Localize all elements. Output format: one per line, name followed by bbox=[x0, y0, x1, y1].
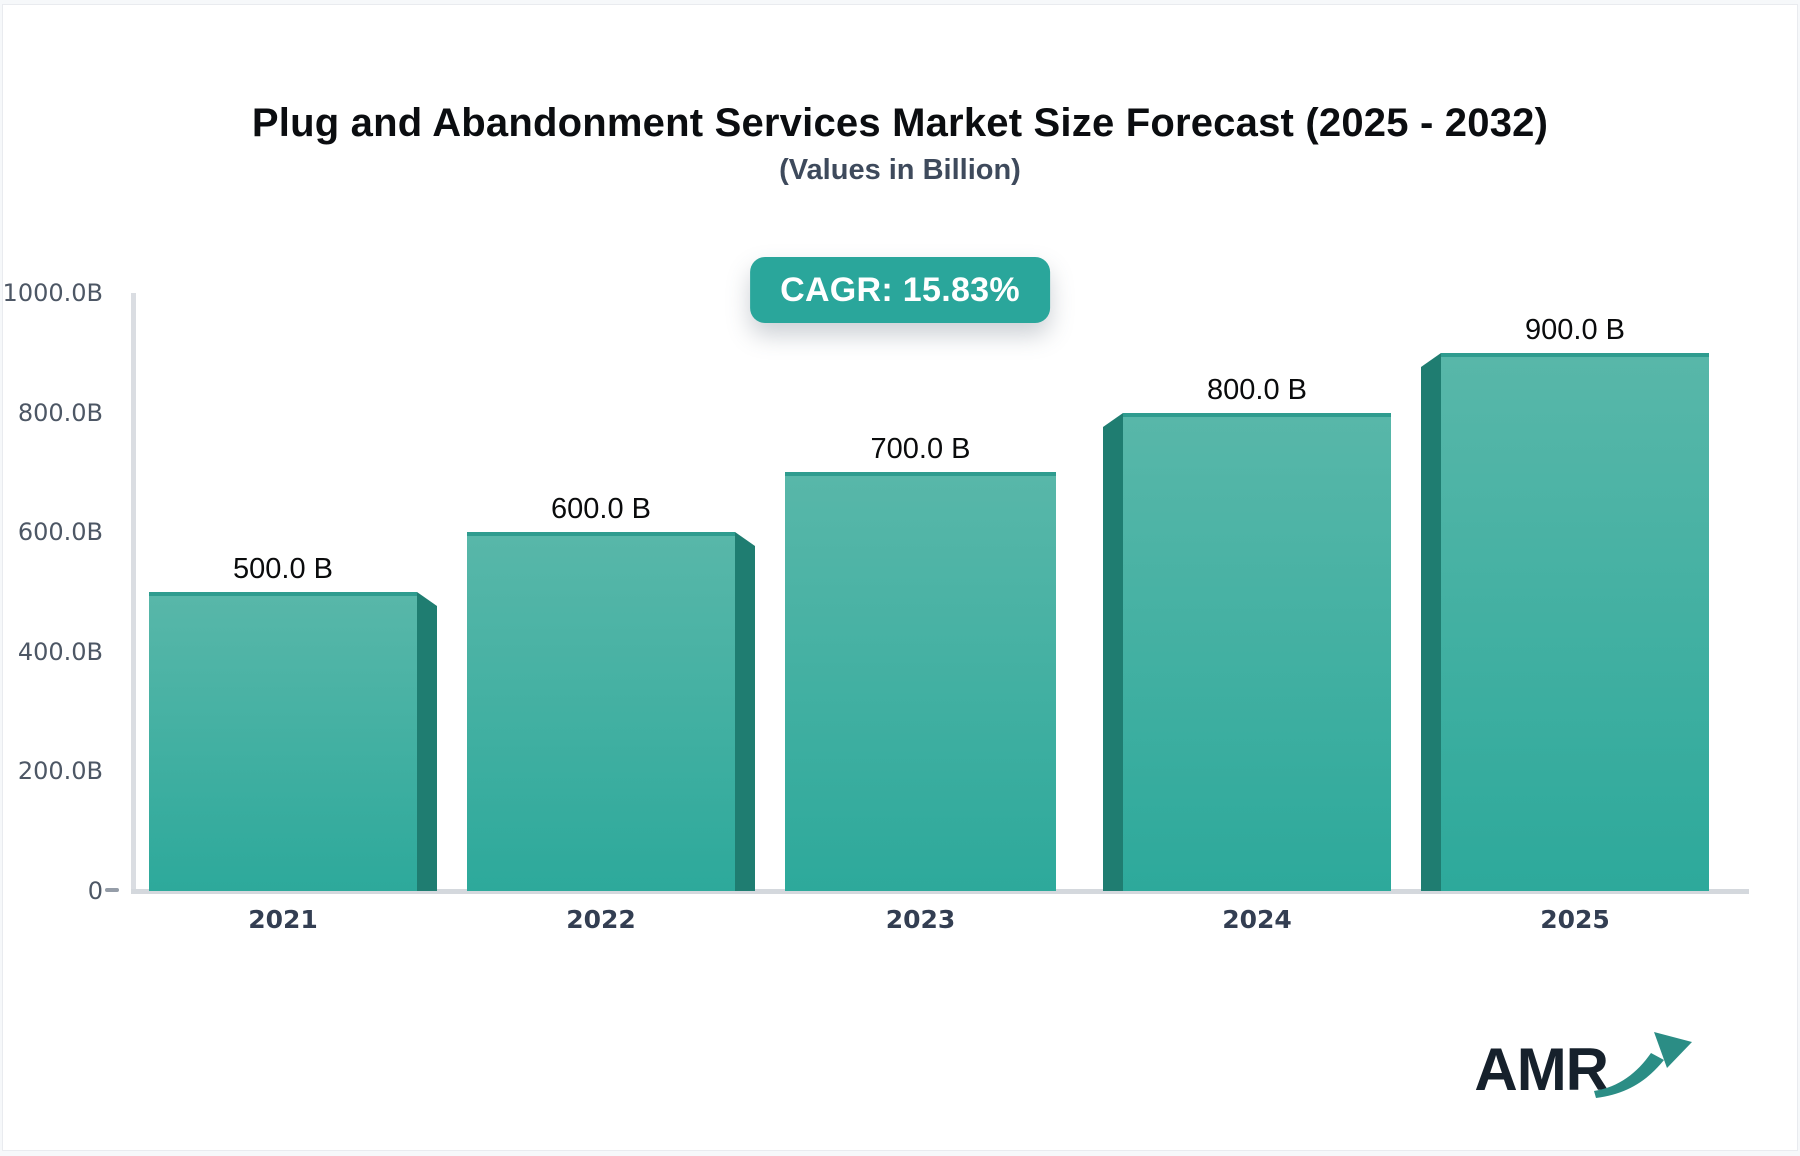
y-axis-tick-label: 600.0B bbox=[17, 518, 103, 547]
plot-area: 0 200.0B 400.0B 600.0B 800.0B 1000.0B 500.0 B… bbox=[3, 279, 1749, 934]
bar-slot-2024: 800.0 B bbox=[1103, 293, 1391, 891]
x-axis-label-2024: 2024 bbox=[1222, 905, 1292, 934]
bar-side-face-2022 bbox=[735, 532, 755, 891]
bar-2021[interactable] bbox=[149, 592, 417, 891]
y-axis-tick-label: 200.0B bbox=[17, 757, 103, 786]
bar-slot-2021: 500.0 B bbox=[149, 293, 437, 891]
bar-2024[interactable] bbox=[1123, 413, 1391, 891]
chart-title: Plug and Abandonment Services Market Siz… bbox=[251, 101, 1549, 145]
x-axis-line bbox=[131, 889, 1749, 894]
y-axis-tick-label: 0 bbox=[87, 877, 103, 905]
chart-subtitle: (Values in Billion) bbox=[779, 154, 1021, 186]
bar-2023[interactable] bbox=[785, 472, 1056, 891]
amr-logo: AMR bbox=[1474, 1020, 1694, 1100]
y-axis-tick-dash bbox=[105, 888, 119, 892]
x-axis-label-2021: 2021 bbox=[248, 905, 318, 934]
bar-slot-2025: 900.0 B bbox=[1421, 293, 1709, 891]
x-axis-label-2022: 2022 bbox=[566, 905, 636, 934]
bar-side-face-2021 bbox=[417, 592, 437, 891]
cagr-badge: CAGR: 15.83% bbox=[750, 257, 1050, 323]
bar-side-face-2024 bbox=[1103, 413, 1123, 891]
chart-card: Plug and Abandonment Services Market Siz… bbox=[2, 4, 1798, 1151]
y-axis-tick-label: 800.0B bbox=[17, 398, 103, 427]
bar-slot-2023: 700.0 B bbox=[785, 293, 1073, 891]
x-axis-label-2023: 2023 bbox=[885, 905, 956, 934]
bar-value-label: 700.0 B bbox=[870, 433, 971, 465]
bar-2022[interactable] bbox=[467, 532, 735, 891]
amr-logo-text: AMR bbox=[1474, 1036, 1609, 1103]
bar-2025[interactable] bbox=[1441, 353, 1709, 891]
x-axis-label-2025: 2025 bbox=[1540, 905, 1610, 934]
bar-value-label: 600.0 B bbox=[551, 493, 651, 525]
bar-value-label: 900.0 B bbox=[1525, 314, 1625, 346]
y-axis-tick-label: 400.0B bbox=[17, 637, 103, 666]
amr-logo-arrow-icon bbox=[1594, 1032, 1692, 1098]
bar-side-face-2025 bbox=[1421, 353, 1441, 891]
y-axis-line bbox=[131, 293, 136, 893]
y-axis-tick-label: 1000.0B bbox=[2, 279, 103, 307]
bar-slot-2022: 600.0 B bbox=[467, 293, 755, 891]
bar-value-label: 500.0 B bbox=[233, 553, 333, 585]
bar-value-label: 800.0 B bbox=[1207, 374, 1307, 406]
